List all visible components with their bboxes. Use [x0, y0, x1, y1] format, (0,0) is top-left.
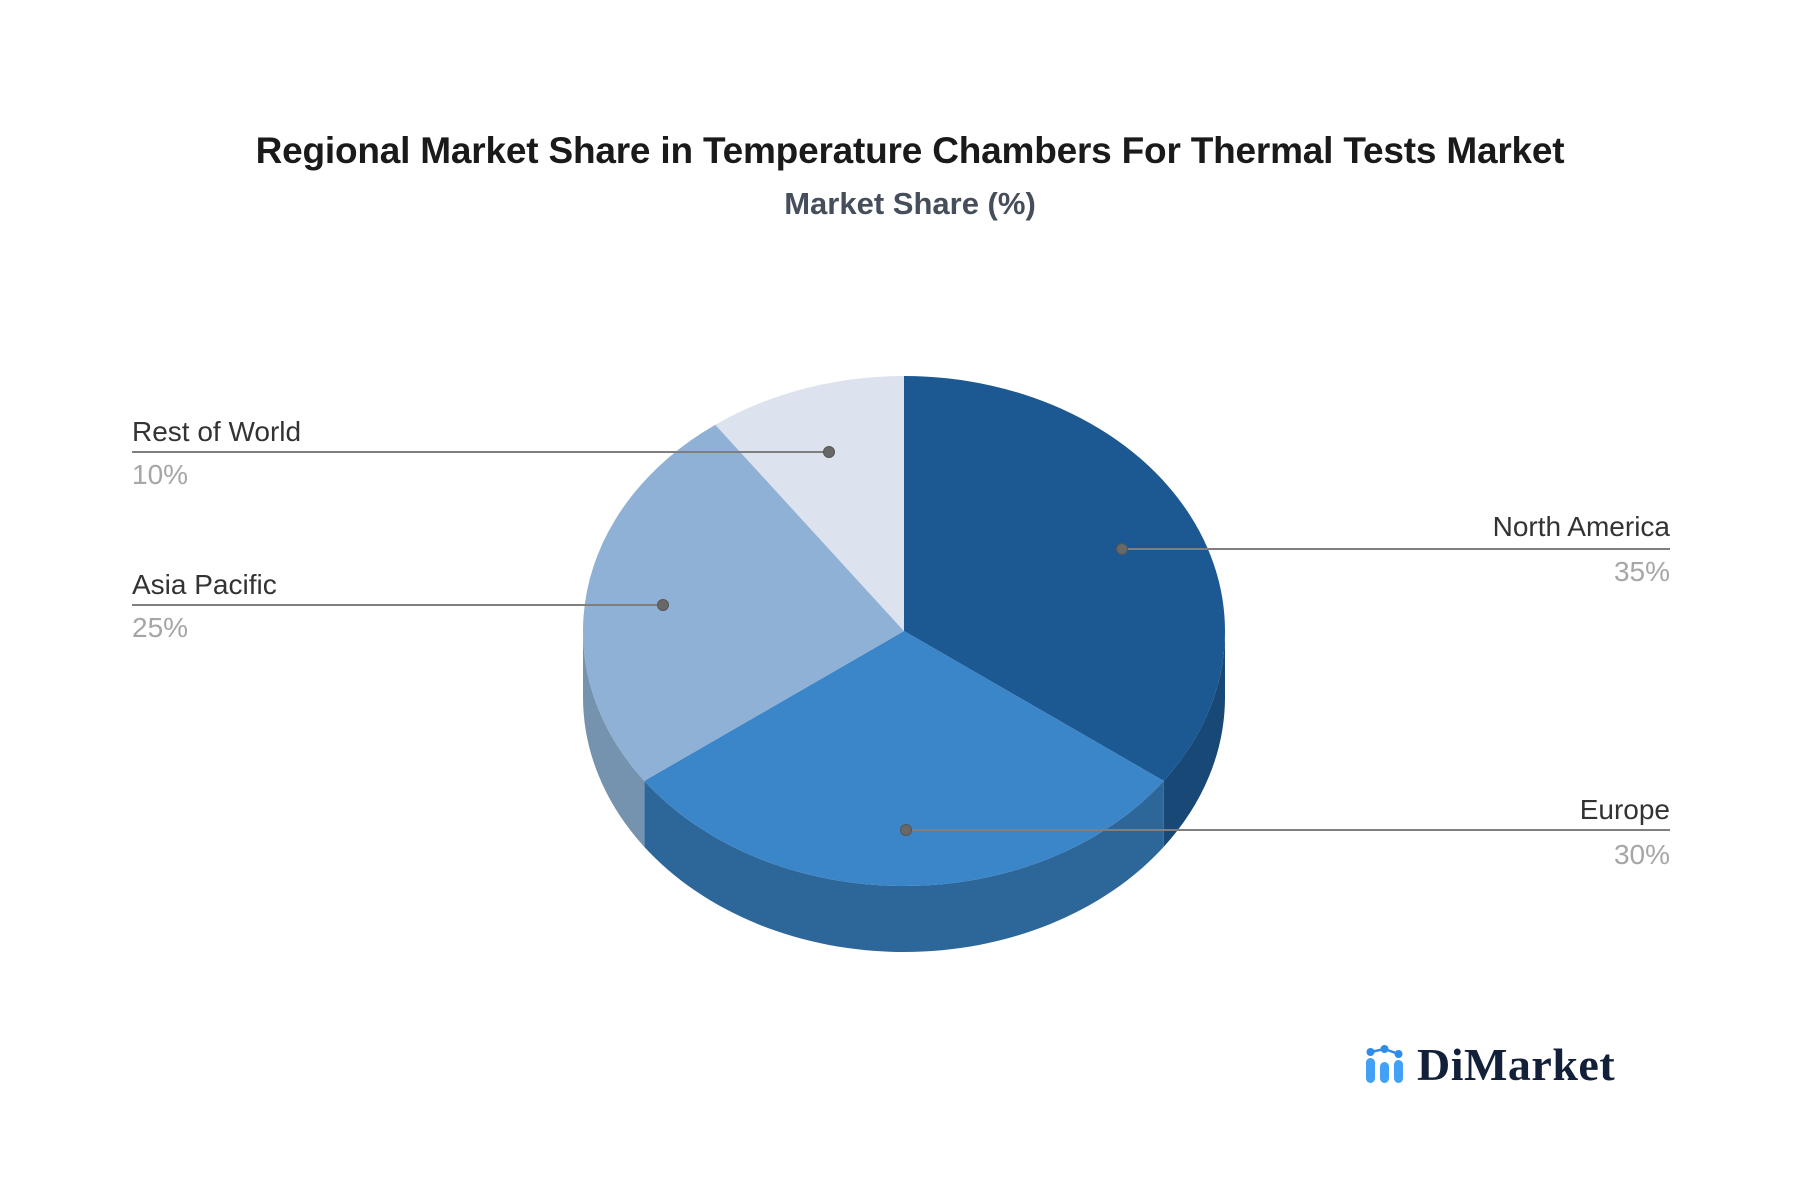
logo-dot [1394, 1050, 1403, 1058]
callout-label-north-america: North America [1492, 511, 1670, 542]
pie-slice-europe[interactable] [644, 631, 1164, 887]
logo-bar [1366, 1058, 1375, 1083]
pie-3d-sides [583, 631, 1225, 952]
brand-logo-text: DiMarket [1417, 1039, 1616, 1090]
pie-slice-north-america[interactable] [904, 376, 1225, 781]
logo-dot [1380, 1045, 1389, 1053]
pie-slices [583, 376, 1225, 887]
leader-dot-asia-pacific [657, 599, 669, 611]
brand-logo: DiMarket [1363, 1039, 1616, 1090]
pie-slice-side-north-america [1163, 631, 1225, 847]
callout-label-asia-pacific: Asia Pacific [132, 569, 277, 600]
leader-dot-europe [900, 824, 912, 836]
pie-slice-side-asia-pacific [583, 631, 645, 847]
chart-title: Regional Market Share in Temperature Cha… [255, 130, 1565, 171]
callout-value-europe: 30% [1613, 839, 1670, 870]
leader-dot-north-america [1116, 543, 1128, 555]
logo-bar [1394, 1060, 1403, 1083]
pie-slice-side-europe [644, 780, 1164, 952]
leader-dot-rest-of-world [823, 446, 835, 458]
callout-label-rest-of-world: Rest of World [132, 416, 302, 447]
callout-value-rest-of-world: 10% [132, 459, 189, 490]
leader-lines [132, 446, 1670, 836]
pie-slice-asia-pacific[interactable] [583, 424, 904, 781]
bar-chart-logo-icon [1366, 1045, 1403, 1083]
logo-bar [1380, 1062, 1389, 1083]
chart-subtitle: Market Share (%) [784, 186, 1036, 221]
callout-value-asia-pacific: 25% [132, 612, 189, 643]
logo-dot [1366, 1048, 1375, 1056]
pie-slice-rest-of-world[interactable] [715, 376, 904, 631]
callout-label-europe: Europe [1579, 794, 1670, 825]
callout-value-north-america: 35% [1613, 556, 1670, 587]
